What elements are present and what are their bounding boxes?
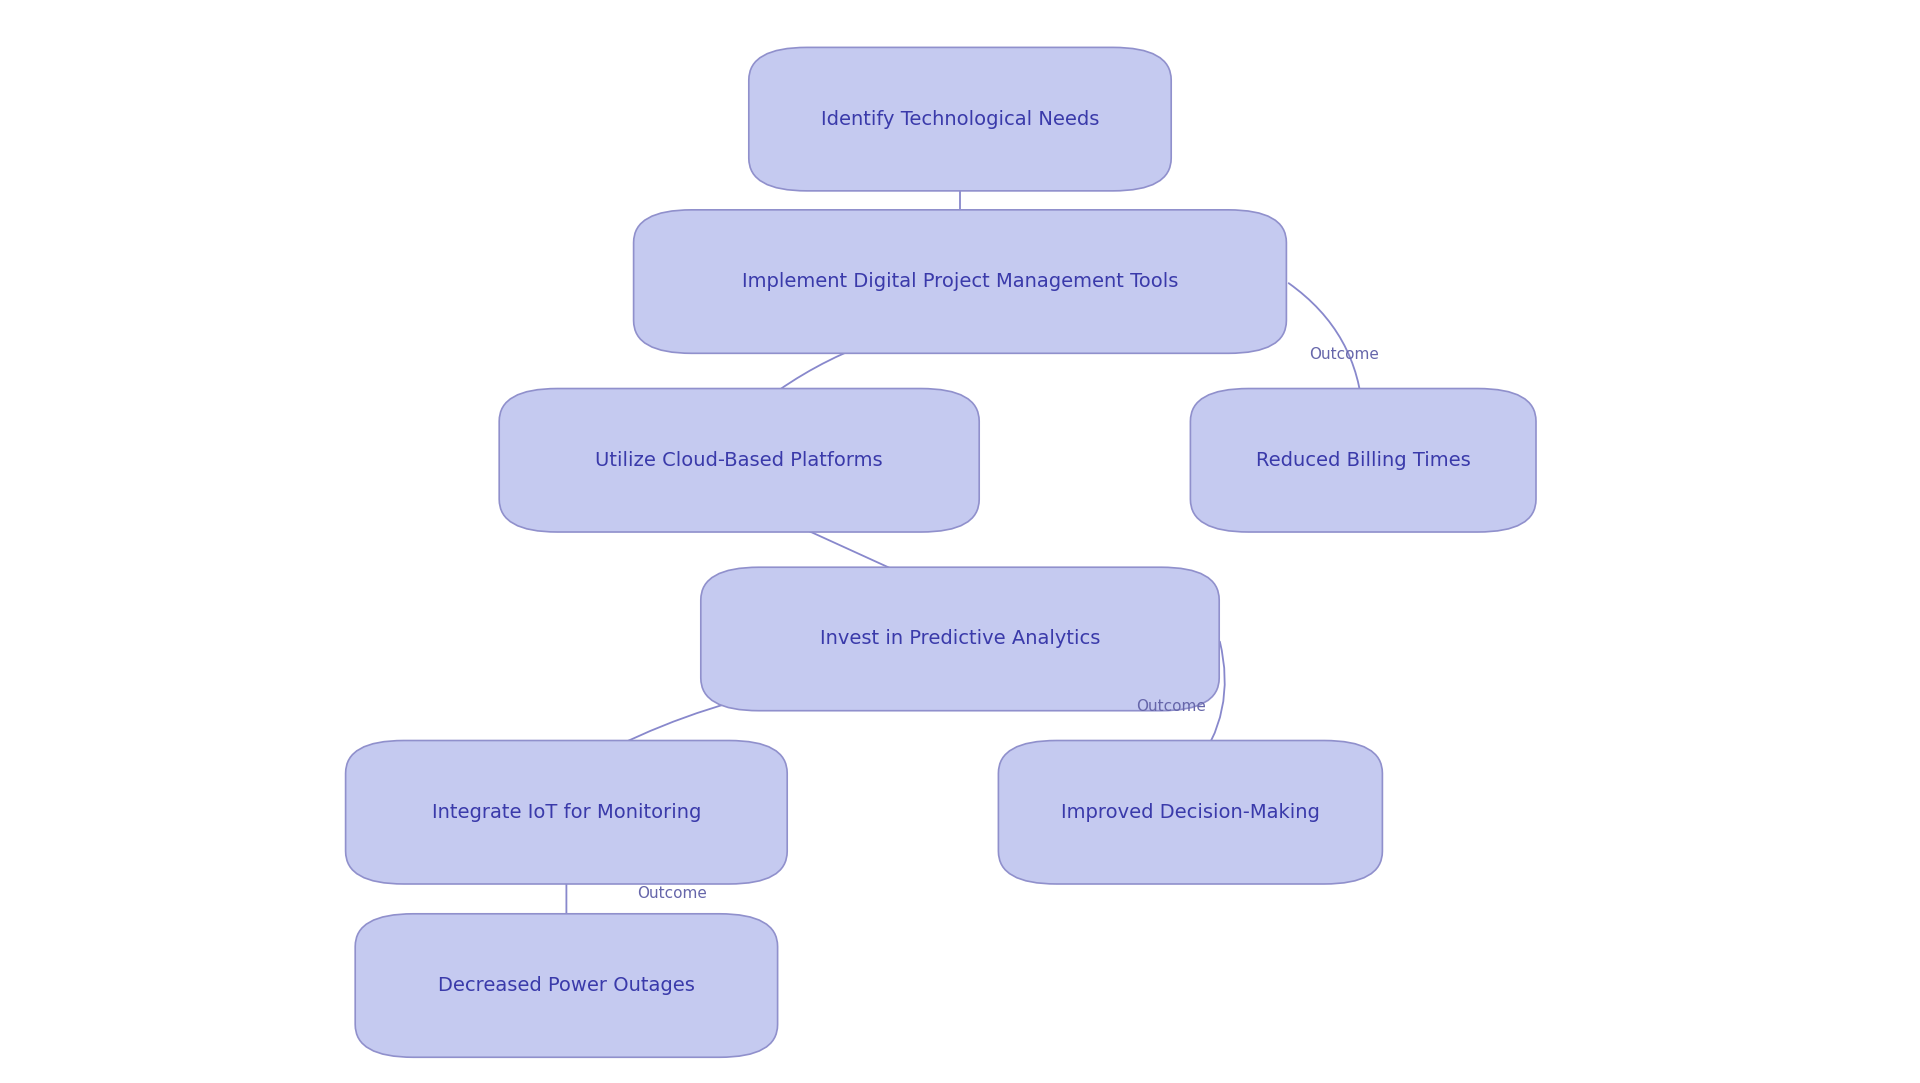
Text: Integrate IoT for Monitoring: Integrate IoT for Monitoring: [432, 803, 701, 822]
FancyBboxPatch shape: [346, 741, 787, 884]
Text: Outcome: Outcome: [637, 886, 707, 901]
Text: Outcome: Outcome: [1137, 699, 1206, 714]
FancyBboxPatch shape: [634, 210, 1286, 353]
FancyBboxPatch shape: [1190, 389, 1536, 532]
FancyBboxPatch shape: [701, 567, 1219, 710]
Text: Decreased Power Outages: Decreased Power Outages: [438, 976, 695, 995]
Text: Improved Decision-Making: Improved Decision-Making: [1062, 803, 1319, 822]
Text: Invest in Predictive Analytics: Invest in Predictive Analytics: [820, 629, 1100, 649]
FancyBboxPatch shape: [749, 48, 1171, 191]
FancyBboxPatch shape: [499, 389, 979, 532]
FancyBboxPatch shape: [998, 741, 1382, 884]
Text: Identify Technological Needs: Identify Technological Needs: [822, 109, 1098, 129]
Text: Outcome: Outcome: [1309, 347, 1379, 362]
Text: Implement Digital Project Management Tools: Implement Digital Project Management Too…: [741, 272, 1179, 291]
Text: Reduced Billing Times: Reduced Billing Times: [1256, 451, 1471, 470]
Text: Utilize Cloud-Based Platforms: Utilize Cloud-Based Platforms: [595, 451, 883, 470]
FancyBboxPatch shape: [355, 914, 778, 1057]
